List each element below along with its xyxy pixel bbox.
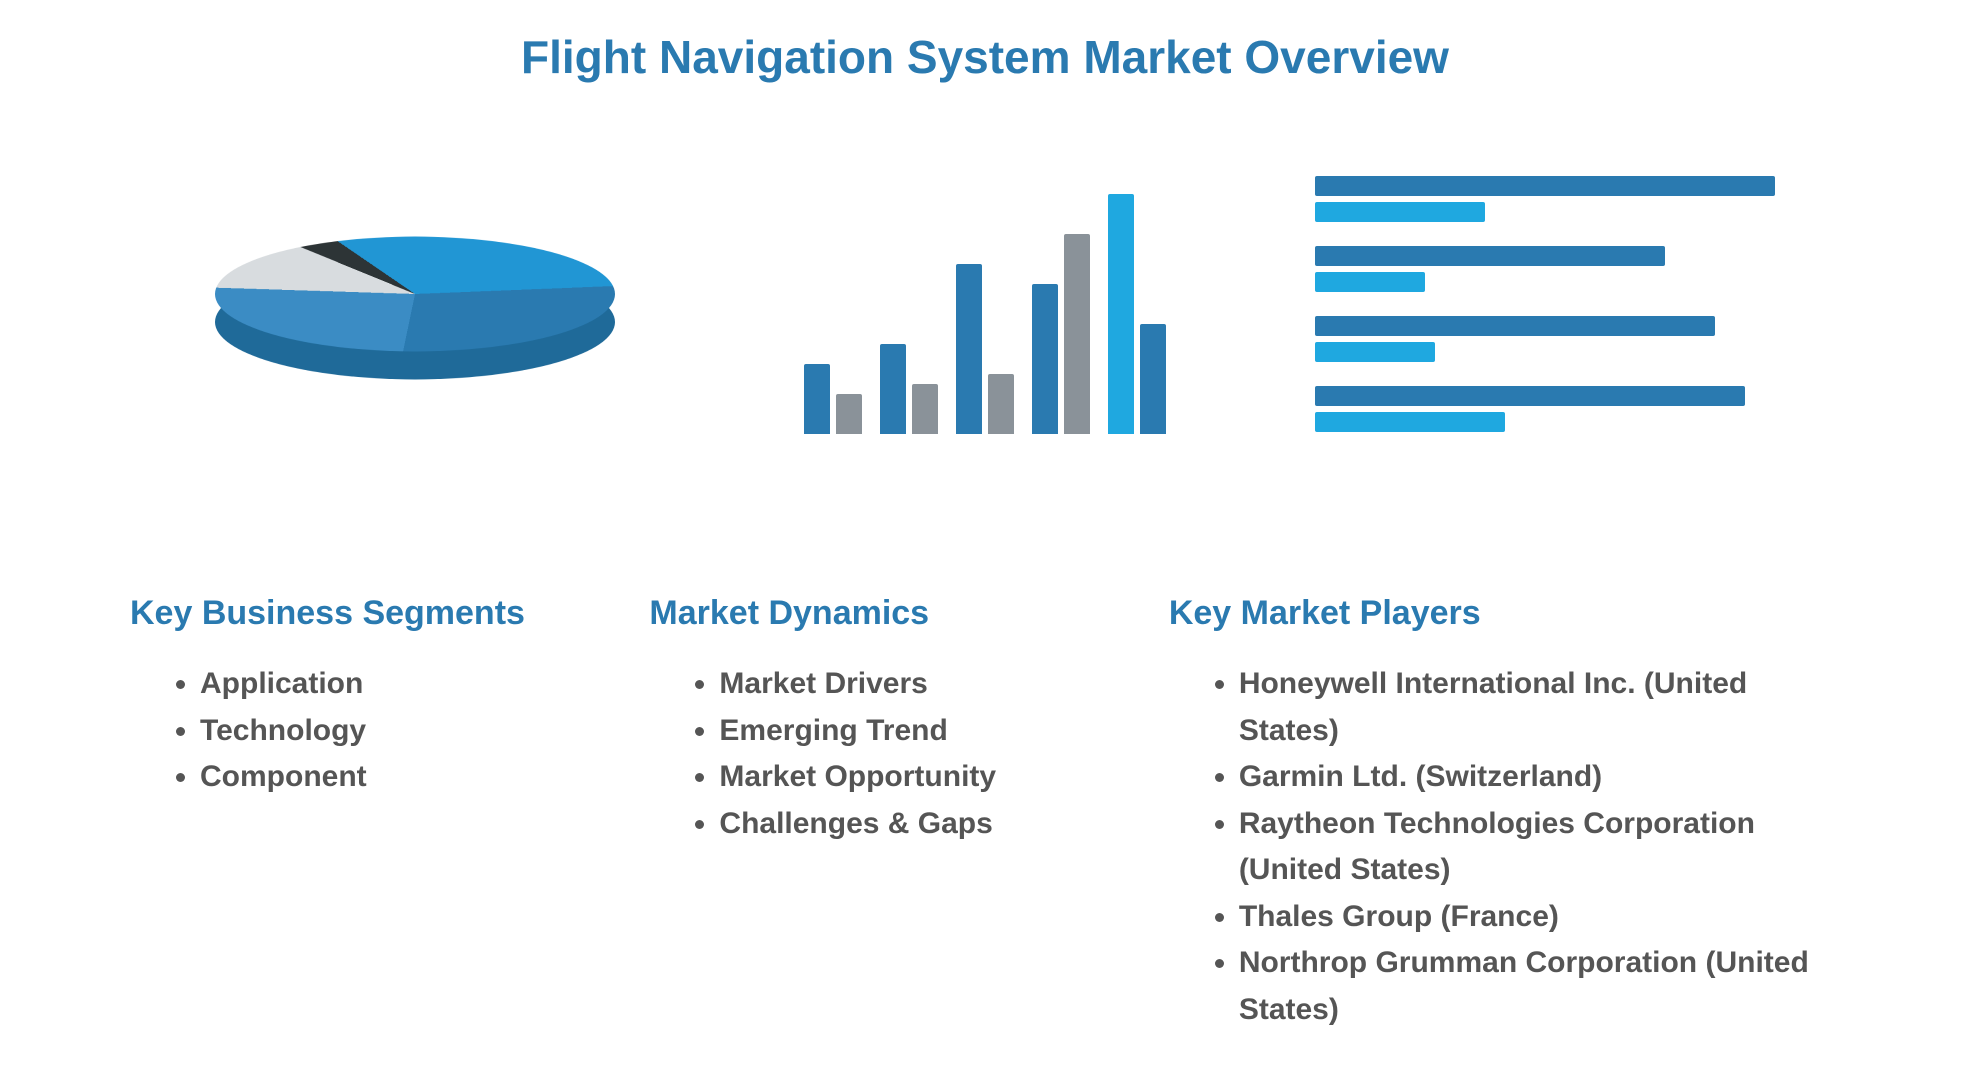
list-item: Northrop Grumman Corporation (United Sta…	[1239, 940, 1840, 1033]
list-item: Application	[200, 661, 609, 708]
dynamics-list: Market DriversEmerging TrendMarket Oppor…	[649, 661, 1128, 847]
hbar-group	[1315, 316, 1795, 362]
bar-group	[880, 344, 938, 434]
list-item: Emerging Trend	[719, 708, 1128, 755]
players-title: Key Market Players	[1169, 594, 1840, 633]
bar	[912, 384, 938, 434]
bar-group	[804, 364, 862, 434]
bar	[956, 264, 982, 434]
segments-title: Key Business Segments	[130, 594, 609, 633]
dynamics-column: Market Dynamics Market DriversEmerging T…	[649, 594, 1128, 1033]
list-item: Component	[200, 754, 609, 801]
bar	[880, 344, 906, 434]
bar	[988, 374, 1014, 434]
bar	[1108, 194, 1134, 434]
list-item: Market Drivers	[719, 661, 1128, 708]
players-list: Honeywell International Inc. (United Sta…	[1169, 661, 1840, 1033]
bar-group	[956, 264, 1014, 434]
hbar	[1315, 272, 1425, 292]
pie-chart	[130, 174, 700, 434]
dynamics-title: Market Dynamics	[649, 594, 1128, 633]
list-item: Thales Group (France)	[1239, 894, 1840, 941]
page-title: Flight Navigation System Market Overview	[90, 30, 1880, 84]
bar-chart	[700, 174, 1270, 434]
bar	[1064, 234, 1090, 434]
list-item: Technology	[200, 708, 609, 755]
bar	[804, 364, 830, 434]
list-item: Garmin Ltd. (Switzerland)	[1239, 754, 1840, 801]
segments-list: ApplicationTechnologyComponent	[130, 661, 609, 801]
list-item: Challenges & Gaps	[719, 801, 1128, 848]
bar-group	[1032, 234, 1090, 434]
bar-group	[1108, 194, 1166, 434]
bar	[1140, 324, 1166, 434]
bar	[1032, 284, 1058, 434]
hbar	[1315, 316, 1715, 336]
hbar-group	[1315, 386, 1795, 432]
list-item: Market Opportunity	[719, 754, 1128, 801]
hbar-group	[1315, 246, 1795, 292]
hbar	[1315, 412, 1505, 432]
lists-row: Key Business Segments ApplicationTechnol…	[90, 594, 1880, 1033]
list-item: Honeywell International Inc. (United Sta…	[1239, 661, 1840, 754]
hbar	[1315, 386, 1745, 406]
hbar	[1315, 176, 1775, 196]
hbar	[1315, 246, 1665, 266]
hbar-group	[1315, 176, 1795, 222]
players-column: Key Market Players Honeywell Internation…	[1169, 594, 1840, 1033]
charts-row	[90, 134, 1880, 474]
segments-column: Key Business Segments ApplicationTechnol…	[130, 594, 609, 1033]
hbar	[1315, 342, 1435, 362]
list-item: Raytheon Technologies Corporation (Unite…	[1239, 801, 1840, 894]
bar	[836, 394, 862, 434]
hbar	[1315, 202, 1485, 222]
hbar-chart	[1270, 176, 1840, 432]
